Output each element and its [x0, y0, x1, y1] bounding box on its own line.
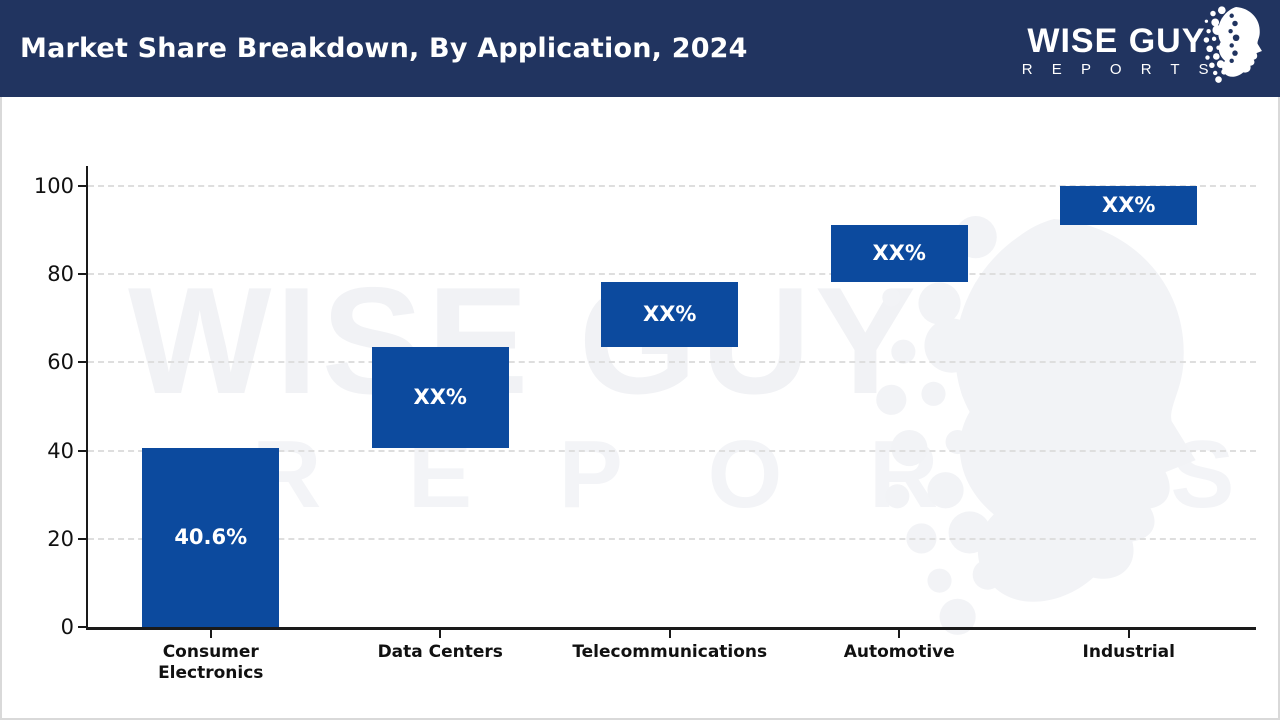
x-axis-tick: [898, 630, 901, 638]
bar-value-label: XX%: [413, 385, 467, 410]
y-axis-tick: [78, 185, 87, 187]
gridline: [88, 537, 1256, 540]
logo-wordmark: WISE GUY: [1027, 22, 1206, 60]
header-bar: Market Share Breakdown, By Application, …: [0, 0, 1280, 97]
bar-automotive: [830, 224, 968, 282]
x-tick-label: Consumer Electronics: [158, 642, 264, 684]
gridline: [88, 449, 1256, 452]
y-axis-tick-label: 20: [47, 526, 74, 551]
watermark-face-icon: [876, 216, 1196, 635]
watermark-layer: WISE GUY R E P O R T S: [0, 97, 1280, 720]
bar-telecommunications: [601, 281, 739, 347]
logo: WISE GUY R E P O R T S: [1017, 4, 1268, 88]
y-axis-line: [86, 166, 88, 630]
page-title: Market Share Breakdown, By Application, …: [20, 33, 748, 64]
bar-value-label: XX%: [872, 241, 926, 266]
gridline: [88, 185, 1256, 187]
x-axis-tick: [209, 630, 212, 638]
frame-border-right: [1278, 97, 1280, 720]
x-axis-tick: [1127, 630, 1130, 638]
x-tick-label: Data Centers: [377, 642, 503, 662]
y-axis-tick-label: 0: [60, 615, 74, 639]
bar-consumer-electronics: [142, 447, 280, 627]
y-axis-tick: [78, 626, 87, 628]
y-axis-tick-label: 100: [33, 174, 74, 198]
x-axis-tick: [668, 630, 671, 638]
y-axis-tick-label: 80: [47, 262, 74, 287]
frame-border-bottom: [0, 718, 1280, 720]
y-axis-tick: [78, 537, 87, 540]
gridline: [88, 273, 1256, 276]
bar-value-label: XX%: [1102, 193, 1156, 218]
bar-industrial: [1060, 186, 1198, 225]
gridline: [88, 361, 1256, 364]
logo-text: WISE GUY R E P O R T S: [1017, 24, 1216, 78]
logo-tagline: R E P O R T S: [1021, 61, 1216, 78]
x-tick-label: Industrial: [1082, 642, 1175, 662]
y-axis-tick-label: 40: [47, 438, 74, 463]
y-axis-tick: [78, 361, 87, 364]
bar-value-label: XX%: [643, 302, 697, 327]
y-axis-tick: [78, 273, 87, 276]
x-tick-label: Telecommunications: [572, 642, 768, 662]
x-axis-tick: [439, 630, 442, 638]
bar-value-label: 40.6%: [174, 525, 248, 550]
frame-border-left: [0, 97, 2, 720]
x-tick-label: Automotive: [843, 642, 955, 662]
logo-face-icon: [1203, 6, 1262, 83]
bar-data-centers: [371, 346, 509, 448]
y-axis-tick: [78, 449, 87, 452]
x-axis-line: [86, 627, 1256, 630]
watermark-wordmark: WISE GUY: [128, 256, 921, 426]
y-axis-tick-label: 60: [47, 350, 74, 375]
